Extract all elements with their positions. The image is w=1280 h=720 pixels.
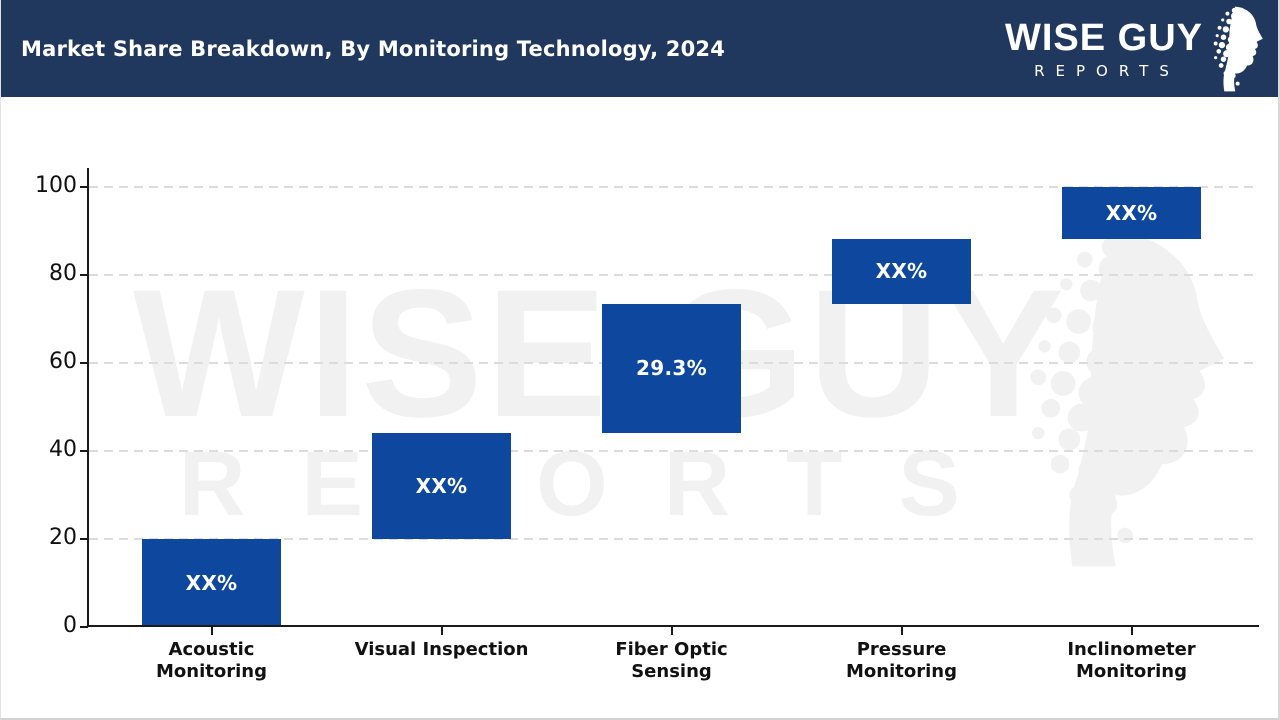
x-category-label-line: Sensing <box>631 661 712 682</box>
x-tick-mark <box>440 627 443 635</box>
x-tick-mark <box>670 627 673 635</box>
wiseguy-logo: WISE GUY REPORTS <box>1005 5 1271 93</box>
x-category-label-line: Pressure <box>856 639 947 660</box>
watermark-subtitle: REPORTS <box>179 433 1016 535</box>
bar: XX% <box>142 539 281 627</box>
y-tick-mark <box>80 274 88 276</box>
bar-value-label: 29.3% <box>636 356 707 381</box>
bar: 29.3% <box>602 303 741 433</box>
gridline <box>89 274 1256 276</box>
x-category-label-line: Monitoring <box>156 661 267 682</box>
chart-title: Market Share Breakdown, By Monitoring Te… <box>21 36 726 61</box>
gridline <box>89 450 1256 452</box>
logo-wordmark: WISE GUY <box>1004 16 1203 59</box>
y-tick-label: 80 <box>49 261 77 286</box>
x-category-label-line: Inclinometer <box>1067 639 1196 660</box>
bar-value-label: XX% <box>185 571 238 595</box>
x-category-label-line: Fiber Optic <box>615 639 728 660</box>
y-tick-label: 20 <box>49 525 77 550</box>
x-category-label: Inclinometer Monitoring <box>1017 639 1247 683</box>
y-tick-mark <box>80 626 88 628</box>
x-tick-mark <box>210 627 213 635</box>
bar-value-label: XX% <box>875 259 928 284</box>
x-category-label-line: Monitoring <box>846 661 957 682</box>
x-axis-line <box>87 625 1259 627</box>
bar: XX% <box>1062 187 1201 239</box>
header-bar: Market Share Breakdown, By Monitoring Te… <box>1 0 1278 97</box>
x-category-label-line: Acoustic <box>168 639 255 660</box>
bar-value-label: XX% <box>415 473 468 498</box>
bar: XX% <box>372 432 511 539</box>
y-tick-mark <box>80 362 88 364</box>
watermark-face-icon <box>936 225 1246 573</box>
y-tick-label: 100 <box>35 173 77 198</box>
x-category-label: Fiber Optic Sensing <box>557 639 787 683</box>
x-category-label-line: Monitoring <box>1076 661 1187 682</box>
bar-value-label: XX% <box>1105 200 1158 225</box>
y-tick-mark <box>80 186 88 188</box>
gridline <box>89 186 1256 188</box>
logo-subtitle: REPORTS <box>1034 61 1180 80</box>
bar: XX% <box>832 238 971 304</box>
x-category-label: Visual Inspection <box>327 639 557 661</box>
x-category-label: Pressure Monitoring <box>787 639 1017 683</box>
x-category-label-line: Visual Inspection <box>354 639 529 660</box>
y-axis-line <box>87 168 89 627</box>
x-tick-mark <box>1130 627 1133 635</box>
gridline <box>89 538 1256 540</box>
y-tick-label: 40 <box>49 437 77 462</box>
x-tick-mark <box>900 627 903 635</box>
y-tick-mark <box>80 450 88 452</box>
y-tick-label: 0 <box>63 613 77 638</box>
x-category-label: Acoustic Monitoring <box>97 639 327 683</box>
logo-text: WISE GUY REPORTS <box>1005 19 1203 80</box>
y-tick-mark <box>80 538 88 540</box>
y-tick-label: 60 <box>49 349 77 374</box>
